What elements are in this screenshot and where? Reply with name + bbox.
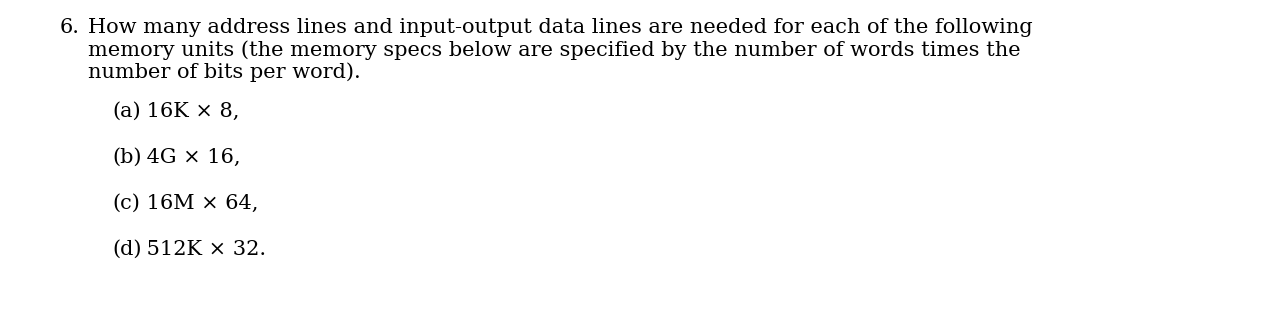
Text: How many address lines and input-output data lines are needed for each of the fo: How many address lines and input-output …: [88, 18, 1033, 37]
Text: 6.: 6.: [60, 18, 79, 37]
Text: memory units (the memory specs below are specified by the number of words times : memory units (the memory specs below are…: [88, 40, 1020, 60]
Text: (a): (a): [113, 102, 141, 121]
Text: number of bits per word).: number of bits per word).: [88, 62, 361, 82]
Text: (c): (c): [113, 194, 140, 213]
Text: 4G × 16,: 4G × 16,: [140, 148, 241, 167]
Text: (b): (b): [113, 148, 142, 167]
Text: 16K × 8,: 16K × 8,: [140, 102, 239, 121]
Text: (d): (d): [113, 240, 142, 259]
Text: 512K × 32.: 512K × 32.: [140, 240, 266, 259]
Text: 16M × 64,: 16M × 64,: [140, 194, 259, 213]
